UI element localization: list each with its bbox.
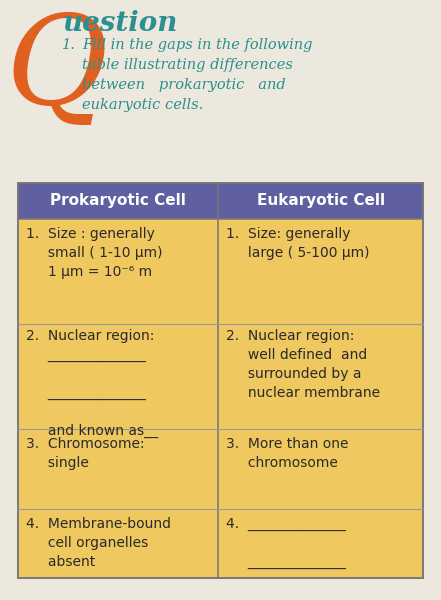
Text: 4.  ______________

     ______________

     ______________: 4. ______________ ______________ _______…	[227, 517, 346, 600]
Text: 3.  Chromosome:
     single: 3. Chromosome: single	[26, 437, 145, 470]
Text: Fill in the gaps in the following
table illustrating differences
between   proka: Fill in the gaps in the following table …	[82, 38, 313, 112]
Text: 1.: 1.	[62, 38, 76, 52]
Text: uestion: uestion	[62, 10, 177, 37]
Text: 2.  Nuclear region:
     well defined  and
     surrounded by a
     nuclear mem: 2. Nuclear region: well defined and surr…	[227, 329, 381, 400]
Text: 1.  Size : generally
     small ( 1-10 μm)
     1 μm = 10⁻⁶ m: 1. Size : generally small ( 1-10 μm) 1 μ…	[26, 227, 162, 279]
Text: 3.  More than one
     chromosome: 3. More than one chromosome	[227, 437, 349, 470]
Text: 4.  Membrane-bound
     cell organelles
     absent: 4. Membrane-bound cell organelles absent	[26, 517, 171, 569]
Text: 2.  Nuclear region:
     ______________

     ______________

     and known as_: 2. Nuclear region: ______________ ______…	[26, 329, 158, 438]
Text: Eukaryotic Cell: Eukaryotic Cell	[257, 193, 385, 208]
Text: 1.  Size: generally
     large ( 5-100 μm): 1. Size: generally large ( 5-100 μm)	[227, 227, 370, 260]
Text: Q: Q	[5, 10, 108, 131]
Text: Prokaryotic Cell: Prokaryotic Cell	[50, 193, 186, 208]
FancyBboxPatch shape	[18, 183, 218, 219]
FancyBboxPatch shape	[218, 183, 423, 219]
FancyBboxPatch shape	[18, 183, 423, 578]
